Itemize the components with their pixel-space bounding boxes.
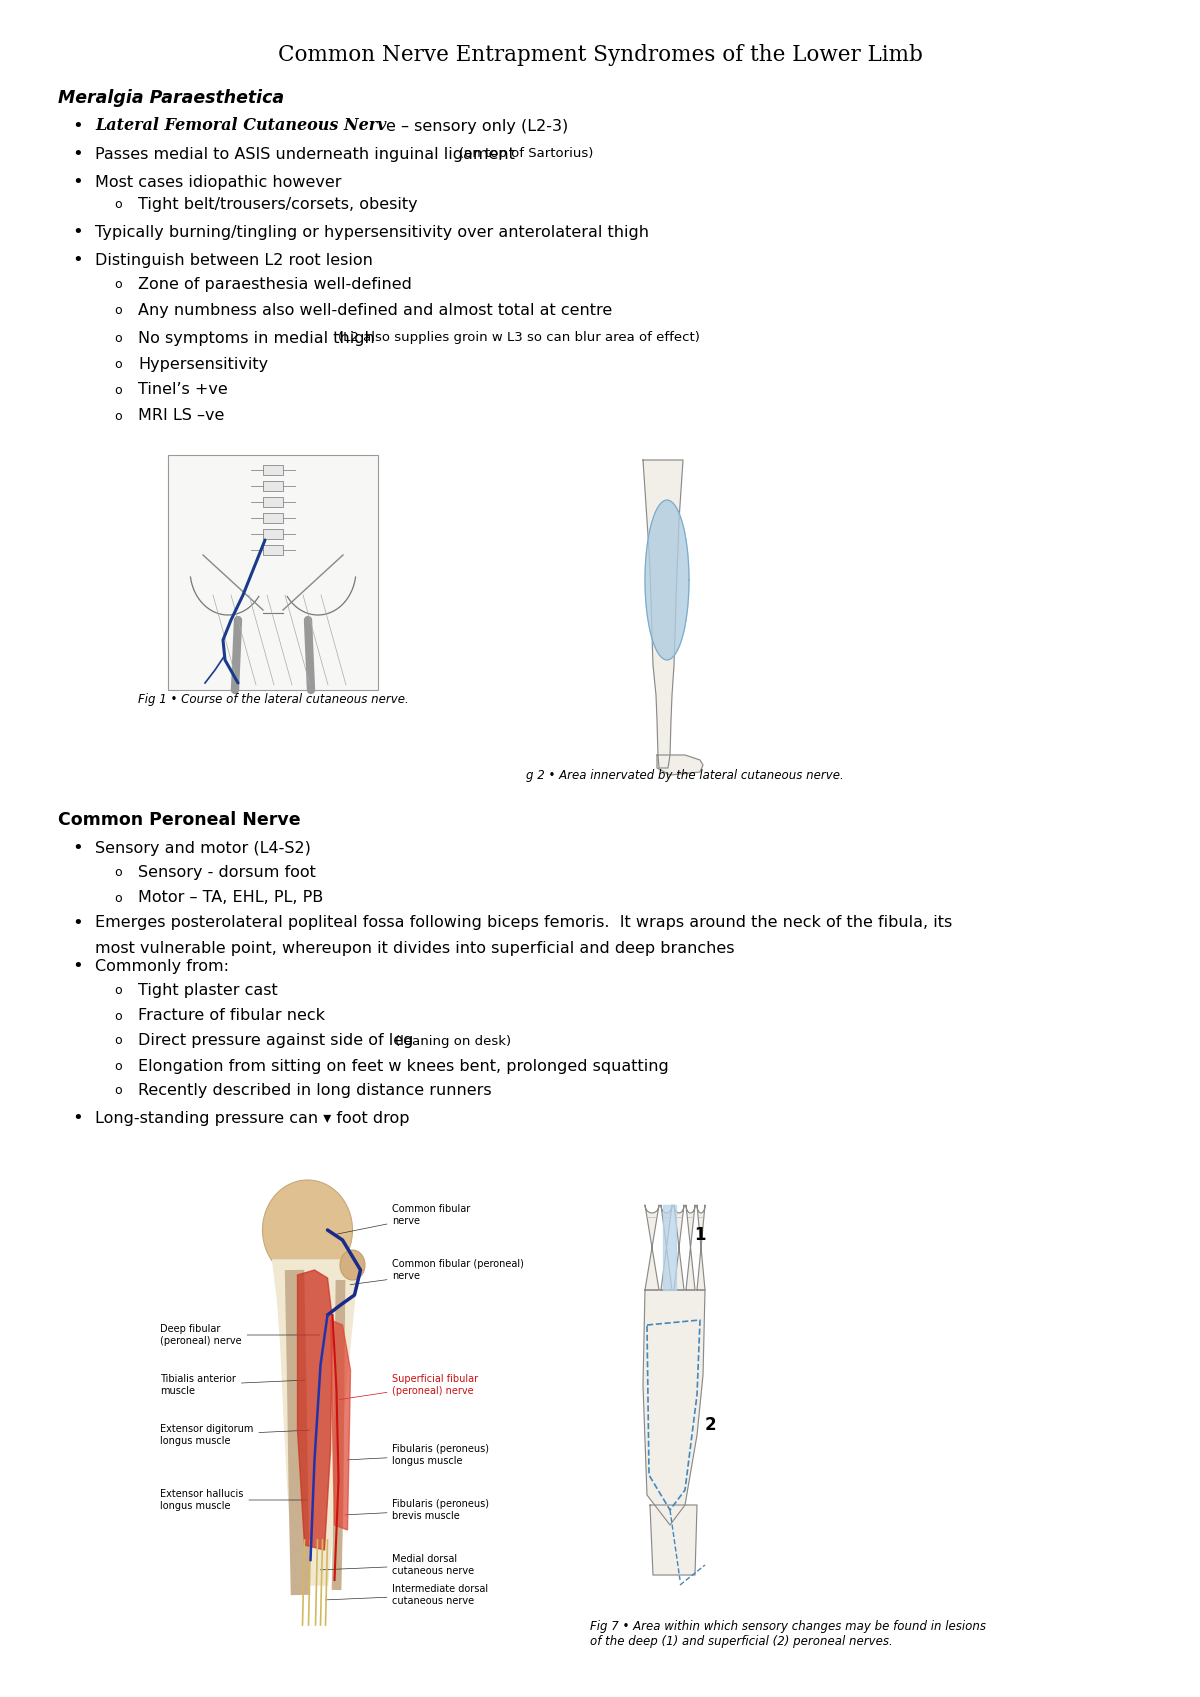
Text: o: o xyxy=(114,1010,122,1023)
Text: MRI LS –ve: MRI LS –ve xyxy=(138,409,224,424)
Text: Elongation from sitting on feet w knees bent, prolonged squatting: Elongation from sitting on feet w knees … xyxy=(138,1059,668,1074)
Ellipse shape xyxy=(263,1179,353,1280)
Polygon shape xyxy=(298,1269,332,1549)
Text: o: o xyxy=(114,358,122,370)
Text: •: • xyxy=(73,251,83,270)
Text: most vulnerable point, whereupon it divides into superficial and deep branches: most vulnerable point, whereupon it divi… xyxy=(95,940,734,955)
Text: (on top of Sartorius): (on top of Sartorius) xyxy=(458,148,593,161)
Text: Superficial fibular
(peroneal) nerve: Superficial fibular (peroneal) nerve xyxy=(340,1375,479,1400)
Text: Lateral Femoral Cutaneous Nerv: Lateral Femoral Cutaneous Nerv xyxy=(95,117,386,134)
Bar xyxy=(263,512,283,523)
Text: •: • xyxy=(73,222,83,241)
Text: o: o xyxy=(114,1084,122,1098)
Text: Tibialis anterior
muscle: Tibialis anterior muscle xyxy=(160,1375,305,1397)
Text: (L2 also supplies groin w L3 so can blur area of effect): (L2 also supplies groin w L3 so can blur… xyxy=(337,331,700,344)
Polygon shape xyxy=(662,1205,676,1290)
Polygon shape xyxy=(658,755,703,776)
Text: Fibularis (peroneus)
brevis muscle: Fibularis (peroneus) brevis muscle xyxy=(346,1498,490,1521)
Polygon shape xyxy=(643,1290,706,1526)
Text: Passes medial to ASIS underneath inguinal ligament: Passes medial to ASIS underneath inguina… xyxy=(95,146,520,161)
Text: Zone of paraesthesia well-defined: Zone of paraesthesia well-defined xyxy=(138,277,412,292)
Text: Medial dorsal
cutaneous nerve: Medial dorsal cutaneous nerve xyxy=(320,1554,475,1577)
Text: Fig 1 • Course of the lateral cutaneous nerve.: Fig 1 • Course of the lateral cutaneous … xyxy=(138,694,408,706)
Text: o: o xyxy=(114,278,122,290)
Text: Distinguish between L2 root lesion: Distinguish between L2 root lesion xyxy=(95,253,373,268)
Text: •: • xyxy=(73,915,83,932)
Polygon shape xyxy=(272,1259,358,1585)
Bar xyxy=(263,497,283,507)
Text: Meralgia Paraesthetica: Meralgia Paraesthetica xyxy=(58,88,284,107)
Text: Tinel’s +ve: Tinel’s +ve xyxy=(138,382,228,397)
Text: Sensory and motor (L4-S2): Sensory and motor (L4-S2) xyxy=(95,840,311,855)
Text: Common fibular (peroneal)
nerve: Common fibular (peroneal) nerve xyxy=(350,1259,524,1285)
Text: Typically burning/tingling or hypersensitivity over anterolateral thigh: Typically burning/tingling or hypersensi… xyxy=(95,224,649,239)
Polygon shape xyxy=(646,1205,659,1290)
Bar xyxy=(263,529,283,540)
Text: Fibularis (peroneus)
longus muscle: Fibularis (peroneus) longus muscle xyxy=(347,1444,490,1466)
Text: Extensor digitorum
longus muscle: Extensor digitorum longus muscle xyxy=(160,1424,310,1446)
Text: o: o xyxy=(114,867,122,879)
Text: o: o xyxy=(114,1035,122,1047)
Polygon shape xyxy=(330,1320,350,1531)
Polygon shape xyxy=(661,1205,672,1290)
Text: •: • xyxy=(73,1110,83,1127)
Text: Common Nerve Entrapment Syndromes of the Lower Limb: Common Nerve Entrapment Syndromes of the… xyxy=(277,44,923,66)
Text: •: • xyxy=(73,117,83,136)
Bar xyxy=(263,465,283,475)
Text: •: • xyxy=(73,173,83,192)
Text: Common fibular
nerve: Common fibular nerve xyxy=(335,1205,470,1234)
Text: o: o xyxy=(114,1059,122,1073)
Text: 2: 2 xyxy=(704,1415,716,1434)
Text: o: o xyxy=(114,304,122,317)
Polygon shape xyxy=(643,460,683,769)
Text: Any numbness also well-defined and almost total at centre: Any numbness also well-defined and almos… xyxy=(138,302,612,317)
Text: Tight plaster cast: Tight plaster cast xyxy=(138,984,277,998)
Text: Sensory - dorsum foot: Sensory - dorsum foot xyxy=(138,865,316,881)
Text: Tight belt/trousers/corsets, obesity: Tight belt/trousers/corsets, obesity xyxy=(138,197,418,212)
Text: Recently described in long distance runners: Recently described in long distance runn… xyxy=(138,1083,492,1098)
Text: •: • xyxy=(73,957,83,976)
Bar xyxy=(168,455,378,691)
Text: Fig 7 • Area within which sensory changes may be found in lesions
of the deep (1: Fig 7 • Area within which sensory change… xyxy=(590,1621,986,1648)
Text: (leaning on desk): (leaning on desk) xyxy=(395,1035,511,1047)
Text: o: o xyxy=(114,891,122,905)
Text: Motor – TA, EHL, PL, PB: Motor – TA, EHL, PL, PB xyxy=(138,891,323,906)
Text: Deep fibular
(peroneal) nerve: Deep fibular (peroneal) nerve xyxy=(160,1324,319,1346)
Text: Most cases idiopathic however: Most cases idiopathic however xyxy=(95,175,342,190)
Text: No symptoms in medial thigh: No symptoms in medial thigh xyxy=(138,331,380,346)
Text: Common Peroneal Nerve: Common Peroneal Nerve xyxy=(58,811,301,830)
Text: o: o xyxy=(114,409,122,423)
Text: o: o xyxy=(114,331,122,344)
Text: Emerges posterolateral popliteal fossa following biceps femoris.  It wraps aroun: Emerges posterolateral popliteal fossa f… xyxy=(95,915,953,930)
Text: Hypersensitivity: Hypersensitivity xyxy=(138,356,268,372)
Polygon shape xyxy=(646,501,689,660)
Bar xyxy=(263,545,283,555)
Text: g 2 • Area innervated by the lateral cutaneous nerve.: g 2 • Area innervated by the lateral cut… xyxy=(526,769,844,782)
Text: o: o xyxy=(114,199,122,212)
Polygon shape xyxy=(697,1205,706,1290)
Text: Commonly from:: Commonly from: xyxy=(95,959,229,974)
Text: o: o xyxy=(114,384,122,397)
Text: •: • xyxy=(73,144,83,163)
Text: e – sensory only (L2-3): e – sensory only (L2-3) xyxy=(386,119,569,134)
Polygon shape xyxy=(650,1505,697,1575)
Text: 1: 1 xyxy=(695,1225,706,1244)
Text: Direct pressure against side of leg: Direct pressure against side of leg xyxy=(138,1033,419,1049)
Polygon shape xyxy=(674,1205,684,1290)
Polygon shape xyxy=(686,1205,695,1290)
Text: Extensor hallucis
longus muscle: Extensor hallucis longus muscle xyxy=(160,1490,307,1510)
Text: o: o xyxy=(114,984,122,998)
Text: Fracture of fibular neck: Fracture of fibular neck xyxy=(138,1008,325,1023)
Text: Intermediate dorsal
cutaneous nerve: Intermediate dorsal cutaneous nerve xyxy=(325,1585,488,1605)
Text: •: • xyxy=(73,838,83,857)
Bar xyxy=(263,480,283,490)
Ellipse shape xyxy=(340,1251,365,1280)
Text: Long-standing pressure can ▾ foot drop: Long-standing pressure can ▾ foot drop xyxy=(95,1110,409,1125)
